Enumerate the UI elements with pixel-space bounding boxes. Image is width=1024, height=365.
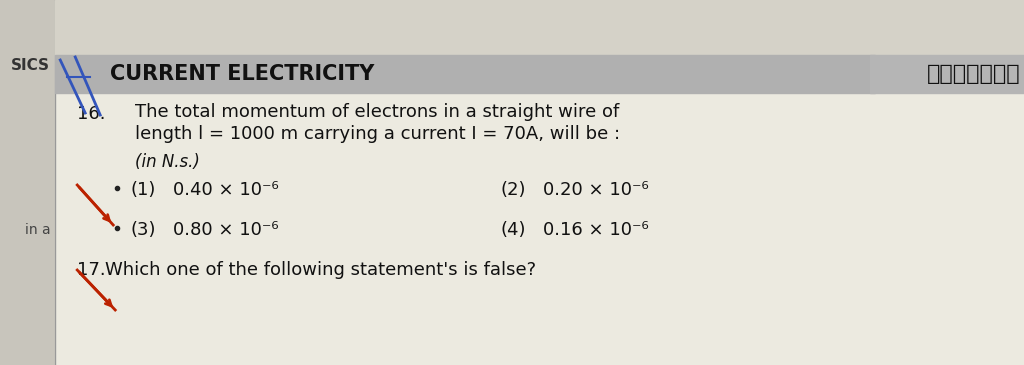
Bar [0, 0, 55, 365]
Text: (4): (4) [500, 221, 525, 239]
Text: SICS: SICS [11, 58, 50, 73]
Text: Which one of the following statement's is false?: Which one of the following statement's i… [105, 261, 537, 279]
Text: अभिप्रे: अभिप्रे [927, 64, 1020, 84]
Text: (3): (3) [130, 221, 156, 239]
Bar [870, 55, 1024, 93]
Text: in a: in a [25, 223, 50, 237]
Text: 17.: 17. [77, 261, 105, 279]
Text: 0.16 × 10⁻⁶: 0.16 × 10⁻⁶ [543, 221, 649, 239]
Text: CURRENT ELECTRICITY: CURRENT ELECTRICITY [111, 64, 375, 84]
Text: 16.: 16. [77, 105, 105, 123]
Bar [55, 0, 1024, 55]
Text: 0.40 × 10⁻⁶: 0.40 × 10⁻⁶ [173, 181, 279, 199]
Text: The total momentum of electrons in a straight wire of: The total momentum of electrons in a str… [135, 103, 620, 121]
Text: (1): (1) [130, 181, 156, 199]
Text: 0.20 × 10⁻⁶: 0.20 × 10⁻⁶ [543, 181, 649, 199]
Text: (in N.s.): (in N.s.) [135, 153, 200, 171]
Text: length l = 1000 m carrying a current I = 70A, will be :: length l = 1000 m carrying a current I =… [135, 125, 621, 143]
Bar [55, 55, 876, 93]
Text: 0.80 × 10⁻⁶: 0.80 × 10⁻⁶ [173, 221, 279, 239]
Text: (2): (2) [500, 181, 525, 199]
